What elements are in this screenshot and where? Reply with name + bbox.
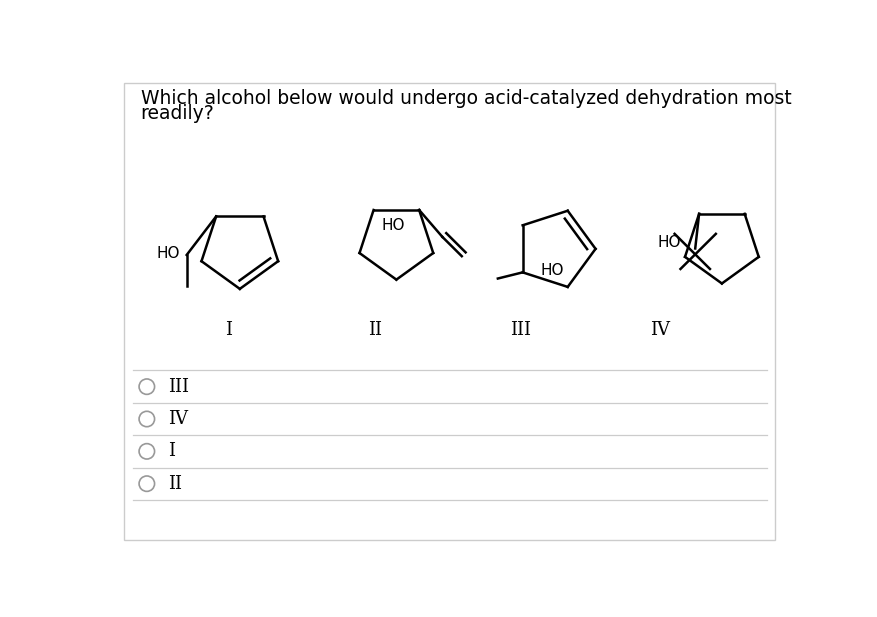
Text: HO: HO — [157, 246, 181, 261]
FancyBboxPatch shape — [124, 83, 774, 540]
Text: HO: HO — [540, 263, 564, 278]
Text: III: III — [168, 378, 189, 395]
Text: III: III — [510, 321, 531, 339]
Text: HO: HO — [658, 235, 681, 250]
Text: II: II — [367, 321, 381, 339]
Text: readily?: readily? — [140, 104, 214, 123]
Text: IV: IV — [168, 410, 188, 428]
Text: I: I — [168, 442, 175, 460]
Text: Which alcohol below would undergo acid-catalyzed dehydration most: Which alcohol below would undergo acid-c… — [140, 89, 791, 108]
Text: HO: HO — [382, 218, 405, 233]
Text: I: I — [225, 321, 232, 339]
Text: IV: IV — [650, 321, 670, 339]
Text: II: II — [168, 474, 182, 493]
